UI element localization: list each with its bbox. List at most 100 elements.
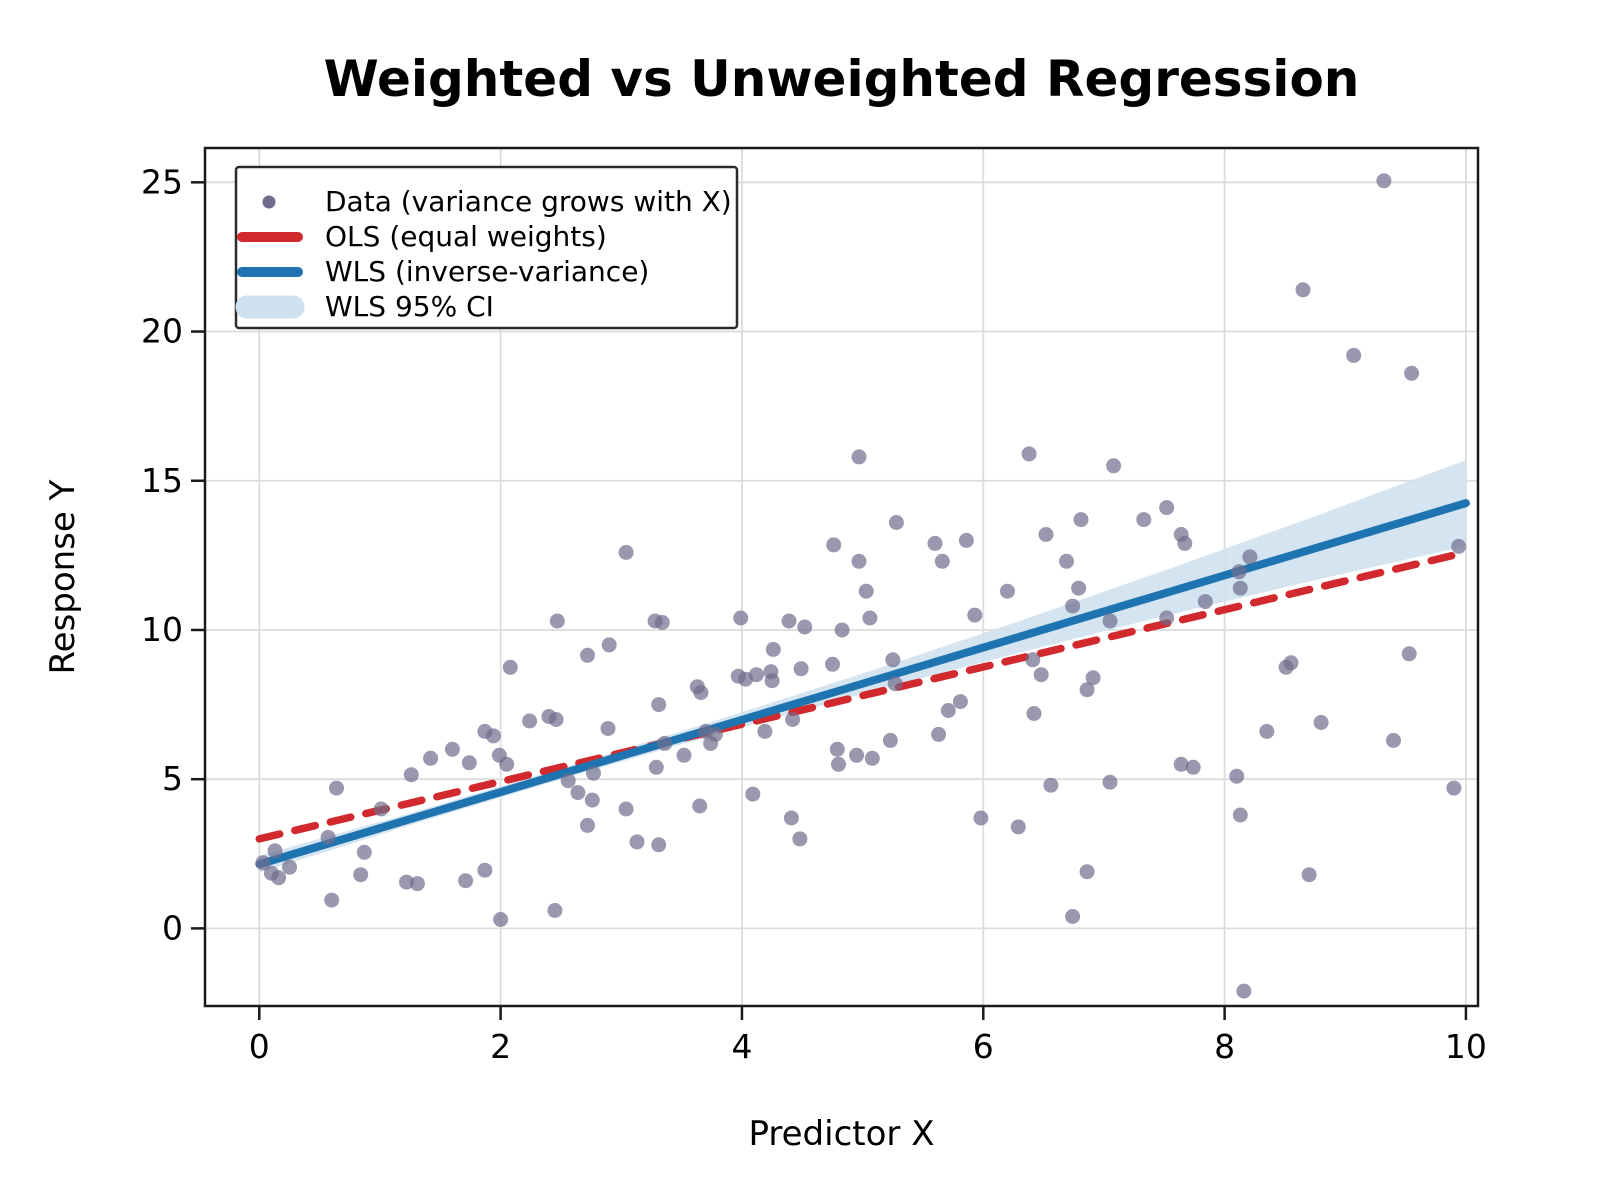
data-point	[952, 694, 968, 710]
data-point	[999, 583, 1015, 599]
data-point	[1073, 512, 1089, 528]
legend-label-ci: WLS 95% CI	[325, 290, 494, 323]
data-point	[1173, 756, 1189, 772]
data-point	[485, 728, 501, 744]
data-point	[1313, 715, 1329, 730]
data-point	[757, 723, 773, 739]
data-point	[499, 756, 515, 772]
data-point	[851, 449, 867, 465]
data-point	[973, 810, 989, 826]
data-point	[1232, 580, 1248, 596]
data-point	[373, 801, 389, 817]
data-point	[1401, 646, 1417, 662]
data-point	[934, 553, 950, 569]
data-point	[570, 785, 586, 801]
x-tick-label: 4	[731, 1027, 752, 1066]
data-point	[1059, 553, 1074, 569]
data-point	[1446, 780, 1462, 796]
data-point	[931, 726, 947, 742]
data-point	[600, 721, 616, 736]
data-point	[560, 773, 576, 789]
wls-line	[255, 499, 1470, 869]
data-point	[888, 515, 904, 530]
data-point	[1177, 535, 1193, 551]
data-point	[1236, 983, 1252, 999]
data-point	[1301, 867, 1317, 883]
data-point	[1106, 458, 1122, 474]
y-tick-label: 5	[162, 759, 183, 798]
data-point	[849, 747, 865, 763]
data-point	[783, 810, 799, 826]
data-point	[1102, 774, 1118, 790]
data-point	[887, 676, 903, 692]
legend-box	[234, 165, 739, 330]
data-point	[1185, 759, 1201, 775]
data-point	[329, 780, 344, 796]
data-point	[547, 903, 563, 918]
y-tick-label: 15	[141, 461, 183, 500]
data-point	[423, 750, 439, 766]
data-point	[862, 610, 878, 626]
data-point	[927, 535, 943, 551]
data-point	[1404, 365, 1420, 381]
data-point	[1071, 580, 1087, 596]
data-point	[765, 641, 781, 657]
legend-marker-icon	[262, 195, 276, 209]
data-point	[1033, 667, 1049, 683]
data-point	[831, 756, 846, 772]
data-point	[1259, 723, 1275, 739]
y-tick-label: 25	[141, 162, 183, 201]
data-point	[793, 661, 809, 677]
data-point	[1242, 549, 1258, 565]
data-point	[748, 667, 764, 683]
data-point	[1386, 732, 1401, 748]
data-point	[502, 659, 518, 675]
data-point	[882, 732, 898, 748]
data-point	[825, 656, 840, 672]
data-point	[356, 844, 372, 860]
data-point	[584, 792, 600, 808]
data-point	[409, 876, 425, 892]
data-point	[477, 862, 493, 878]
data-point	[1346, 347, 1362, 363]
data-point	[745, 786, 761, 802]
y-tick-label: 0	[162, 908, 183, 947]
data-point	[629, 834, 645, 850]
data-point	[522, 713, 538, 729]
x-tick-label: 2	[490, 1027, 511, 1066]
data-point	[493, 912, 509, 927]
data-point	[548, 712, 564, 727]
data-point	[324, 892, 340, 908]
y-tick-label: 10	[141, 610, 183, 649]
data-point	[1232, 807, 1248, 823]
x-axis-label: Predictor X	[748, 1114, 935, 1154]
data-point	[1159, 500, 1175, 516]
data-point	[826, 537, 842, 553]
data-point	[785, 712, 801, 727]
data-point	[651, 837, 667, 853]
legend-label-ols: OLS (equal weights)	[325, 220, 607, 253]
y-tick-label: 20	[141, 312, 183, 351]
axes-spines	[203, 146, 1480, 1008]
data-point	[1295, 282, 1311, 298]
x-tick-label: 8	[1214, 1027, 1235, 1066]
data-point	[461, 755, 477, 771]
data-point	[967, 607, 983, 623]
data-point	[444, 741, 460, 757]
data-point	[1079, 682, 1095, 698]
data-point	[958, 532, 974, 548]
data-point	[580, 647, 595, 663]
x-tick-label: 6	[973, 1027, 994, 1066]
data-point	[1283, 655, 1299, 671]
legend-label-data: Data (variance grows with X)	[325, 185, 732, 218]
data-point	[940, 703, 956, 718]
data-point	[1102, 613, 1118, 629]
data-point	[282, 859, 297, 875]
data-point	[1026, 706, 1042, 721]
chart-title: Weighted vs Unweighted Regression	[323, 50, 1360, 108]
x-tick-label: 0	[249, 1027, 270, 1066]
data-point	[1038, 527, 1054, 542]
data-point	[885, 652, 901, 668]
